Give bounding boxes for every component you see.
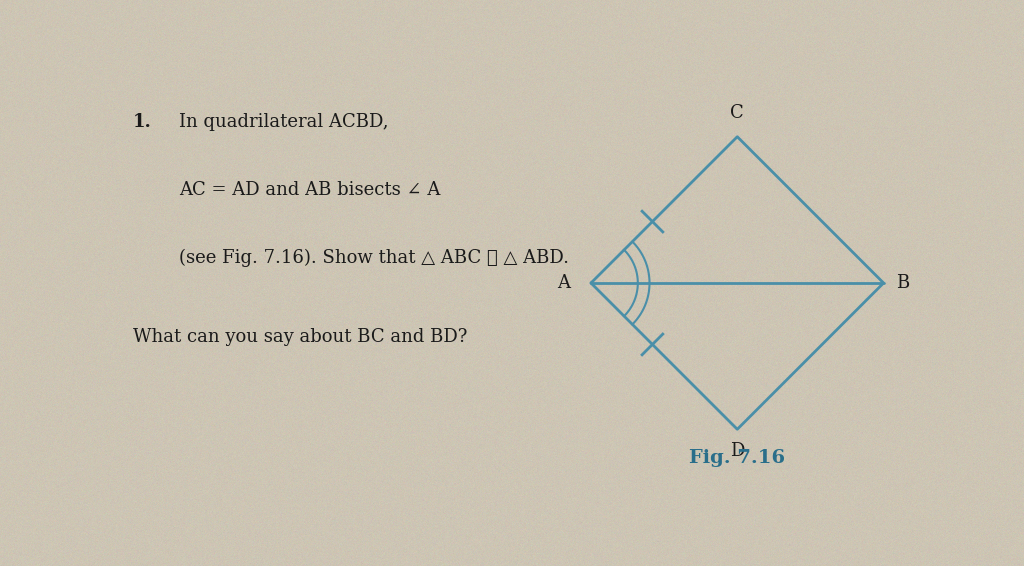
Text: What can you say about BC and BD?: What can you say about BC and BD?	[133, 328, 468, 346]
Text: (see Fig. 7.16). Show that △ ABC ≅ △ ABD.: (see Fig. 7.16). Show that △ ABC ≅ △ ABD…	[179, 249, 569, 267]
Text: 1.: 1.	[133, 113, 152, 131]
Text: AC = AD and AB bisects ∠ A: AC = AD and AB bisects ∠ A	[179, 181, 440, 199]
Text: In quadrilateral ACBD,: In quadrilateral ACBD,	[179, 113, 389, 131]
Text: Fig. 7.16: Fig. 7.16	[689, 449, 785, 468]
Text: D: D	[730, 441, 744, 460]
Text: C: C	[730, 104, 744, 122]
Text: B: B	[896, 274, 909, 292]
Text: A: A	[557, 274, 570, 292]
